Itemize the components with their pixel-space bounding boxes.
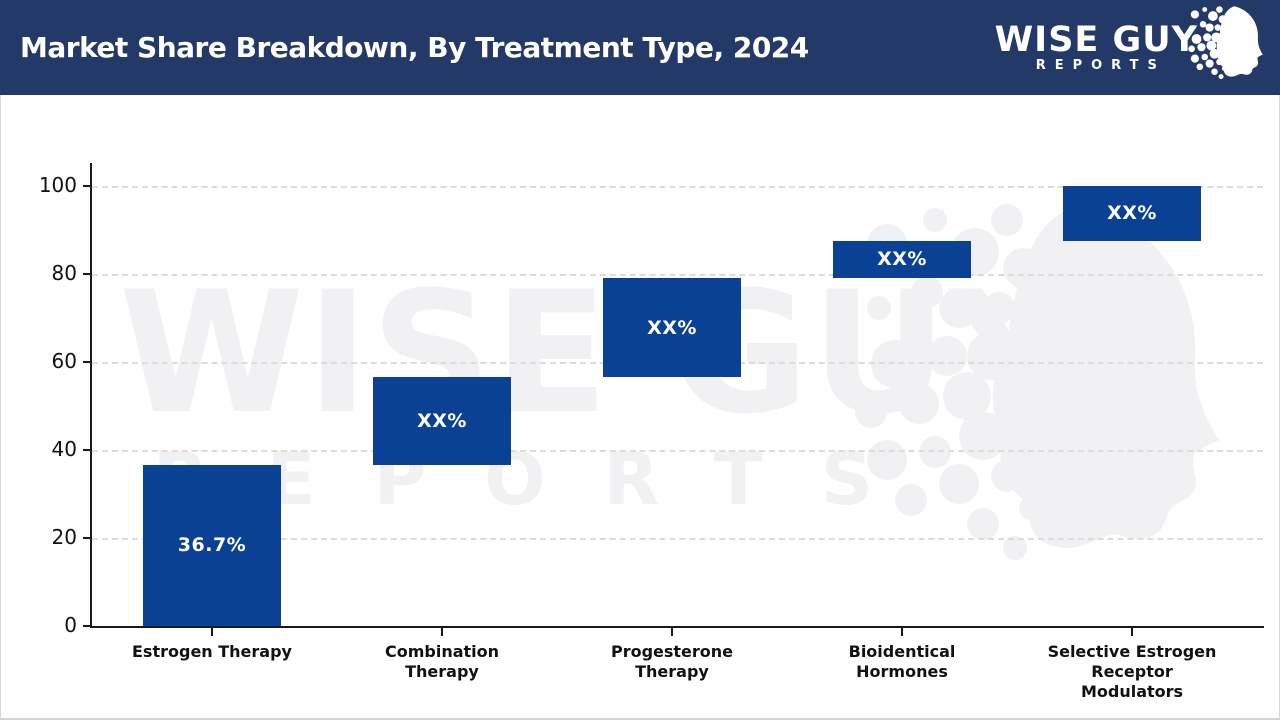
- y-axis-tick-label-60: 60: [51, 349, 77, 373]
- y-axis-tick-label-0: 0: [64, 613, 77, 637]
- logo-face-icon: [1188, 5, 1263, 79]
- y-axis-tick-60: [83, 361, 91, 363]
- logo-subtitle: REPORTS: [1035, 57, 1166, 73]
- x-axis-line: [90, 626, 1264, 628]
- bar-value-label: XX%: [877, 248, 927, 271]
- bar-value-label: XX%: [647, 316, 697, 339]
- x-axis-tick-2: [671, 628, 673, 636]
- gridline-100: [92, 186, 1263, 188]
- x-axis-tick-4: [1131, 628, 1133, 636]
- x-category-label-4: Selective Estrogen Receptor Modulators: [1047, 642, 1217, 701]
- x-category-label-1: Combination Therapy: [384, 642, 500, 681]
- y-axis-tick-20: [83, 537, 91, 539]
- bar-progesterone: XX%: [603, 278, 741, 378]
- x-category-label-3: Bioidentical Hormones: [848, 642, 956, 681]
- logo-text: WISE GUY REPORTS: [995, 22, 1198, 74]
- wise-guy-logo: WISE GUY REPORTS: [995, 3, 1280, 93]
- y-axis-tick-label-40: 40: [51, 437, 77, 461]
- x-axis-tick-0: [211, 628, 213, 636]
- page-title: Market Share Breakdown, By Treatment Typ…: [20, 31, 809, 64]
- logo-wordmark: WISE GUY: [994, 19, 1198, 60]
- gridline-80: [92, 274, 1263, 276]
- gridline-40: [92, 450, 1263, 452]
- bar-estrogen-therapy: 36.7%: [143, 464, 281, 626]
- x-category-label-0: Estrogen Therapy: [132, 642, 292, 661]
- bar-selective-estrogen: XX%: [1063, 186, 1201, 241]
- header-bar: Market Share Breakdown, By Treatment Typ…: [0, 0, 1280, 95]
- bar-value-label: 36.7%: [177, 534, 247, 557]
- bar-value-label: XX%: [417, 409, 467, 432]
- bar-bioidentical: XX%: [833, 240, 971, 279]
- chart-area: WISE GUY REPORTS 0 20 40 60 80 100 36.7% Estrog…: [0, 95, 1280, 720]
- y-axis-tick-0: [83, 625, 91, 627]
- y-axis-tick-label-20: 20: [51, 525, 77, 549]
- y-axis-tick-label-100: 100: [38, 173, 77, 197]
- x-category-label-2: Progesterone Therapy: [610, 642, 734, 681]
- y-axis-tick-80: [83, 273, 91, 275]
- y-axis-tick-40: [83, 449, 91, 451]
- x-axis-tick-1: [441, 628, 443, 636]
- y-axis-tick-100: [83, 185, 91, 187]
- y-axis-line: [90, 163, 92, 628]
- y-axis-tick-label-80: 80: [51, 261, 77, 285]
- bar-value-label: XX%: [1107, 202, 1157, 225]
- bar-combination: XX%: [373, 377, 511, 465]
- x-axis-tick-3: [901, 628, 903, 636]
- gridline-20: [92, 538, 1263, 540]
